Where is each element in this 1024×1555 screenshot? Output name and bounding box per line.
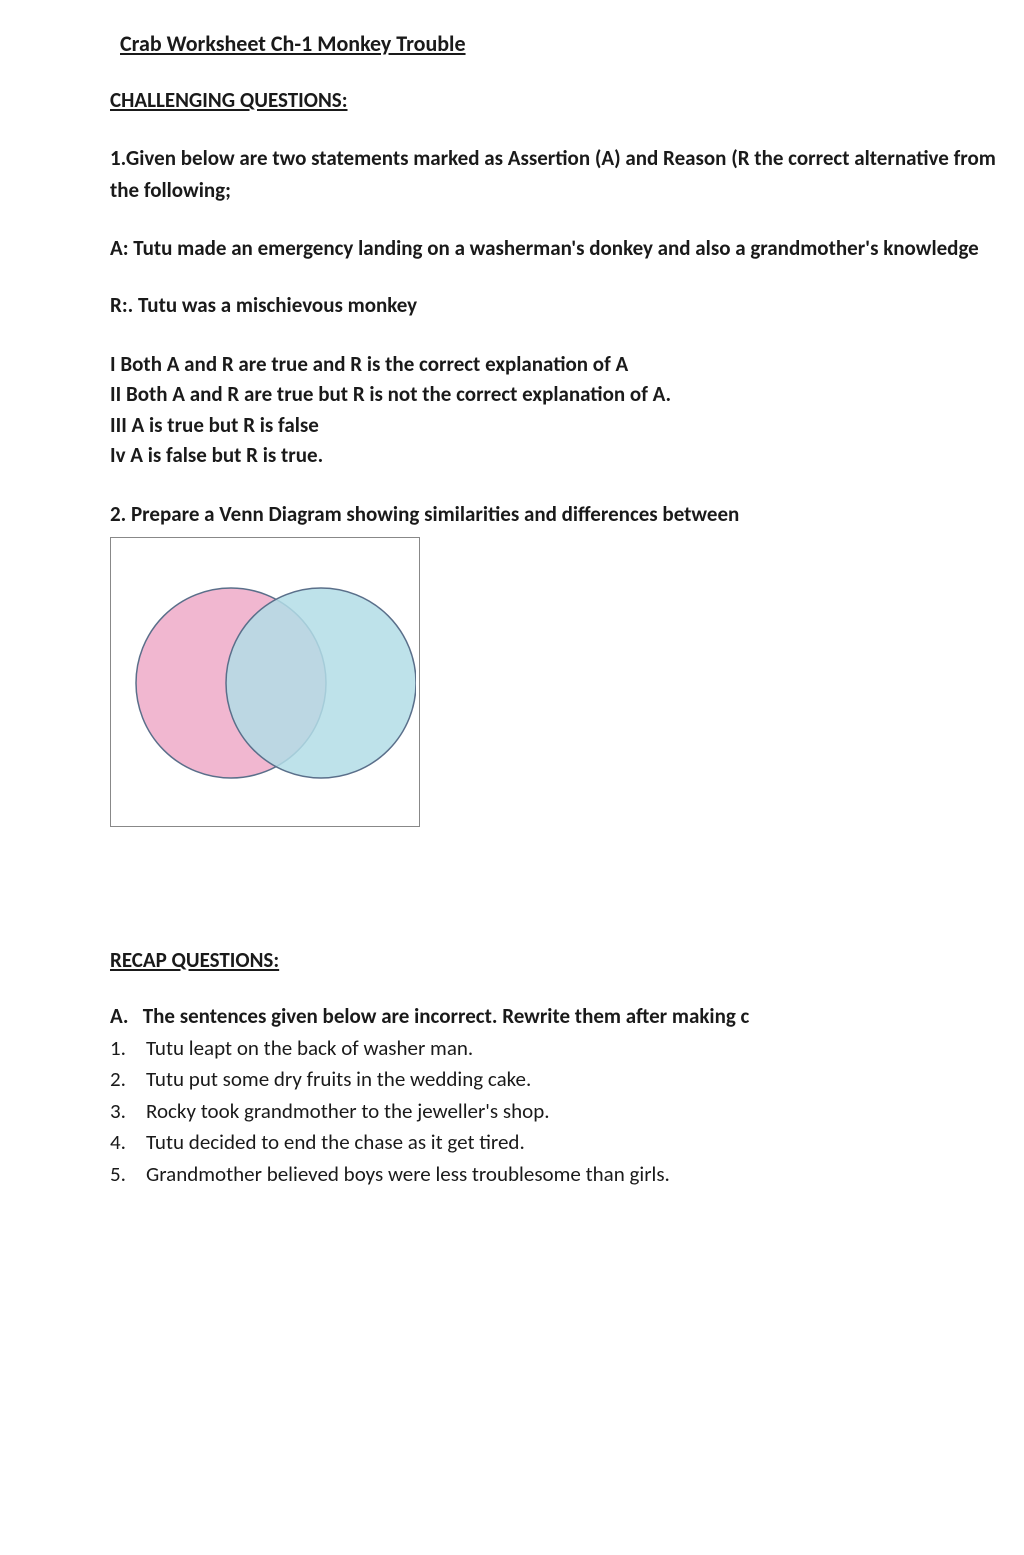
option-ii: II Both A and R are true but R is not th… — [110, 379, 1024, 409]
option-iii: III A is true but R is false — [110, 410, 1024, 440]
option-i: I Both A and R are true and R is the cor… — [110, 349, 1024, 379]
worksheet-title: Crab Worksheet Ch-1 Monkey Trouble — [120, 30, 1024, 57]
list-number: 3. — [110, 1096, 146, 1128]
list-item: 4. Tutu decided to end the chase as it g… — [110, 1127, 1024, 1159]
list-text: Rocky took grandmother to the jeweller's… — [146, 1096, 550, 1128]
list-item: 5. Grandmother believed boys were less t… — [110, 1159, 1024, 1191]
list-item: 2. Tutu put some dry fruits in the weddi… — [110, 1064, 1024, 1096]
venn-diagram-svg — [126, 568, 416, 808]
list-text: Grandmother believed boys were less trou… — [146, 1159, 670, 1191]
recap-list: 1. Tutu leapt on the back of washer man.… — [110, 1033, 1024, 1191]
list-number: 4. — [110, 1127, 146, 1159]
q2-text: 2. Prepare a Venn Diagram showing simila… — [110, 501, 1024, 527]
venn-circle-right — [226, 588, 416, 778]
list-text: Tutu put some dry fruits in the wedding … — [146, 1064, 531, 1096]
list-number: 2. — [110, 1064, 146, 1096]
reason-text: R:. Tutu was a mischievous monkey — [110, 291, 1024, 320]
q1-intro: 1.Given below are two statements marked … — [110, 143, 1024, 206]
list-number: 5. — [110, 1159, 146, 1191]
list-item: 1. Tutu leapt on the back of washer man. — [110, 1033, 1024, 1065]
assertion-text: A: Tutu made an emergency landing on a w… — [110, 234, 1024, 263]
recap-qA: A. The sentences given below are incorre… — [110, 1003, 1024, 1029]
recap-heading: RECAP QUESTIONS: — [110, 947, 1024, 973]
options-block: I Both A and R are true and R is the cor… — [110, 349, 1024, 471]
option-iv: Iv A is false but R is true. — [110, 440, 1024, 470]
venn-diagram-container — [110, 537, 420, 827]
recap-A-prefix: A. — [110, 1003, 129, 1029]
list-number: 1. — [110, 1033, 146, 1065]
challenging-heading: CHALLENGING QUESTIONS: — [110, 87, 1024, 113]
list-item: 3. Rocky took grandmother to the jewelle… — [110, 1096, 1024, 1128]
list-text: Tutu decided to end the chase as it get … — [146, 1127, 525, 1159]
list-text: Tutu leapt on the back of washer man. — [146, 1033, 473, 1065]
recap-A-text: The sentences given below are incorrect.… — [143, 1003, 750, 1029]
